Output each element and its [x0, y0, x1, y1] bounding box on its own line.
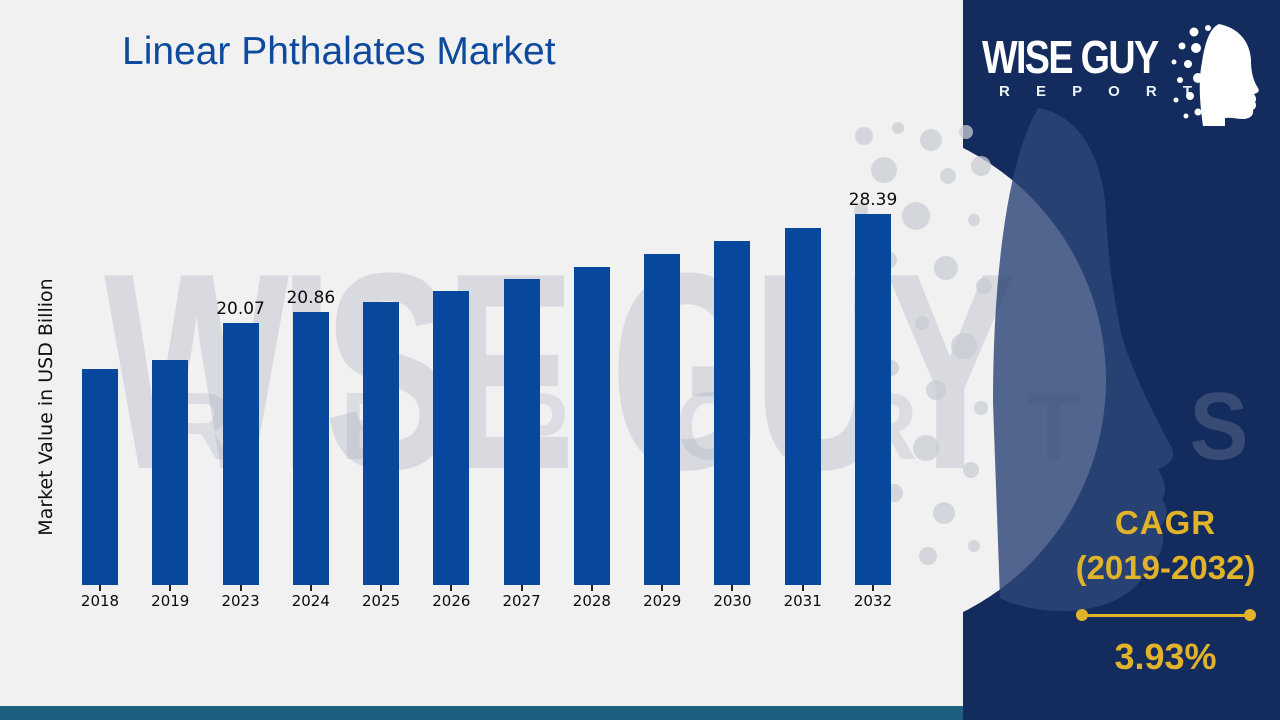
bar-2031: [784, 228, 821, 585]
x-tick-label-2030: 2030: [713, 592, 752, 610]
x-tick-label-2026: 2026: [432, 592, 471, 610]
footer-bar: [0, 706, 963, 720]
x-tick-label-2023: 2023: [221, 592, 260, 610]
bar-value-label-2032: 28.39: [848, 190, 898, 210]
bar-2032: [854, 214, 891, 585]
x-tick-label-2025: 2025: [361, 592, 401, 610]
x-tick-2019: [169, 585, 172, 591]
x-tick-2023: [239, 585, 242, 591]
x-tick-2024: [309, 585, 312, 591]
bar-2023: [222, 323, 259, 585]
bar-2025: [363, 302, 400, 585]
x-tick-2029: [661, 585, 664, 591]
y-axis-label: Market Value in USD Billion: [35, 278, 57, 536]
x-tick-label-2018: 2018: [80, 592, 120, 610]
page-title: Linear Phthalates Market: [122, 30, 556, 73]
bar-value-label-2023: 20.07: [216, 299, 265, 319]
cagr-range: (2019-2032): [1075, 549, 1256, 586]
x-tick-label-2029: 2029: [643, 592, 682, 610]
bar-2019: [152, 360, 189, 585]
x-tick-2025: [380, 585, 383, 591]
divider-dot-right-icon: [1243, 609, 1256, 621]
bar-2027: [503, 279, 540, 585]
cagr-value: 3.93%: [1114, 636, 1217, 677]
x-tick-2031: [801, 585, 804, 591]
x-tick-label-2024: 2024: [291, 592, 330, 610]
logo-reports-label: R E P O R T S: [999, 83, 1240, 100]
x-tick-label-2028: 2028: [572, 592, 611, 610]
x-tick-label-2019: 2019: [151, 592, 190, 610]
logo: WISE GUY R E P O R T S: [982, 34, 1239, 100]
x-tick-label-2027: 2027: [502, 592, 541, 610]
x-tick-2027: [520, 585, 523, 591]
logo-wordmark: WISE GUY: [982, 31, 1159, 83]
bar-2028: [573, 267, 610, 585]
cagr-block: CAGR (2019-2032) 3.93%: [963, 504, 1280, 678]
bar-value-label-2024: 20.86: [286, 288, 336, 308]
x-tick-2030: [731, 585, 734, 591]
x-tick-2026: [450, 585, 453, 591]
bar-2026: [433, 291, 470, 585]
cagr-divider: [1075, 609, 1256, 621]
logo-face-icon: [1171, 24, 1259, 126]
divider-line: [1081, 614, 1250, 617]
face-silhouette: [993, 108, 1174, 611]
bar-2029: [644, 254, 681, 585]
x-tick-label-2031: 2031: [783, 592, 822, 610]
x-tick-2028: [590, 585, 593, 591]
x-tick-2018: [99, 585, 101, 591]
x-tick-2032: [871, 585, 874, 591]
bar-2018: [82, 369, 118, 585]
cagr-label: CAGR: [1114, 504, 1217, 541]
bar-2024: [292, 312, 329, 585]
x-tick-label-2032: 2032: [853, 592, 893, 610]
bar-2030: [714, 241, 751, 585]
